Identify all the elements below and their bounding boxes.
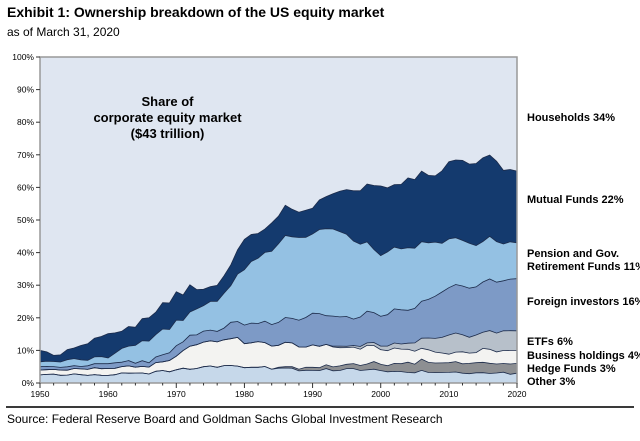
y-tick-label: 80% [17,117,34,127]
annotation-line3: ($43 trillion) [130,126,205,141]
annotation-line1: Share of [141,94,194,109]
label-pension-line1: Pension and Gov. [527,248,620,260]
y-tick-label: 60% [17,182,34,192]
outline-1 [39,358,518,376]
label-other: Other 3% [527,376,576,388]
y-tick-label: 50% [17,215,34,225]
label-pension-line2: Retirement Funds 11% [527,261,640,273]
x-tick-label: 1960 [99,389,118,399]
y-tick-label: 0% [22,378,35,388]
source-text: Source: Federal Reserve Board and Goldma… [7,412,443,426]
y-tick-label: 20% [17,313,34,323]
label-hedge-funds: Hedge Funds 3% [527,363,616,375]
band-foreign-investors [40,278,517,371]
x-tick-label: 2010 [439,389,458,399]
figure-subtitle: as of March 31, 2020 [7,25,120,39]
y-tick-label: 70% [17,150,34,160]
x-tick-label: 1950 [31,389,50,399]
y-tick-label: 40% [17,248,34,258]
band-business-holdings [40,337,517,376]
outline-4 [39,278,518,368]
band-pension-and-gov-retirement-funds [40,228,517,368]
outline-5 [39,228,518,363]
x-tick-label: 2000 [371,389,390,399]
label-households: Households 34% [527,112,616,124]
figure-title: Exhibit 1: Ownership breakdown of the US… [7,4,385,20]
label-foreign-investors: Foreign investors 16% [527,296,640,308]
band-mutual-funds [40,155,517,362]
label-pension: Pension and Gov. Retirement Funds 11% [527,248,640,274]
y-tick-label: 30% [17,280,34,290]
outline-6 [39,154,518,356]
x-tick-label: 1990 [303,389,322,399]
label-mutual-funds: Mutual Funds 22% [527,194,624,206]
label-etfs: ETFs 6% [527,336,573,348]
y-tick-label: 90% [17,85,34,95]
chart-annotation: Share of corporate equity market ($43 tr… [65,94,270,142]
label-business-holdings: Business holdings 4% [527,350,640,362]
x-tick-label: 1970 [167,389,186,399]
y-tick-label: 100% [12,52,34,62]
source-divider [6,406,634,408]
y-tick-label: 10% [17,345,34,355]
x-tick-label: 1980 [235,389,254,399]
annotation-line2: corporate equity market [93,110,242,125]
x-tick-label: 2020 [508,389,527,399]
outline-3 [39,330,518,371]
band-other [40,365,517,383]
